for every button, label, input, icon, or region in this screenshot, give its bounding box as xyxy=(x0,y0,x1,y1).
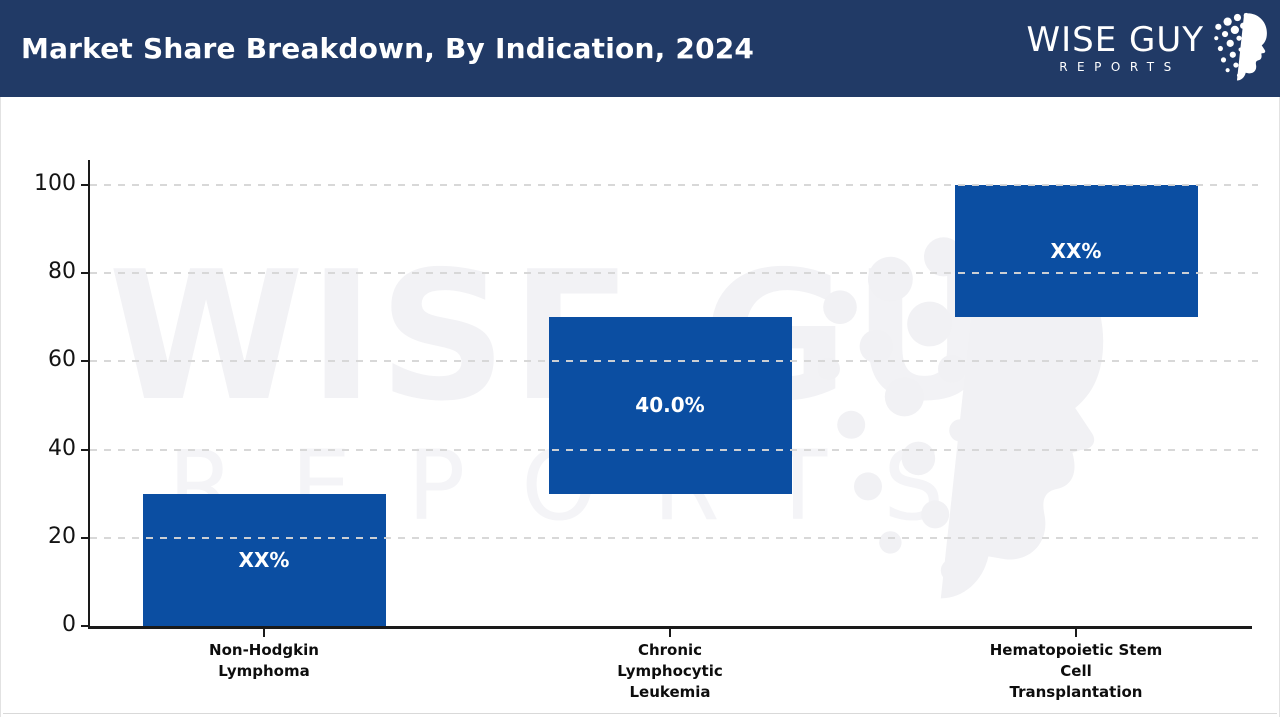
x-category-label-line: Cell xyxy=(1060,662,1092,680)
page-title: Market Share Breakdown, By Indication, 2… xyxy=(21,32,755,65)
y-tick-mark xyxy=(81,536,88,539)
x-category-label-line: Chronic xyxy=(637,641,703,659)
bar-value-label: 40.0% xyxy=(635,393,705,418)
x-category-label-line: Non-Hodgkin xyxy=(209,641,319,659)
gridline-y80 xyxy=(90,272,1258,275)
x-category-label-line: Leukemia xyxy=(629,683,711,701)
bar-value-label: XX% xyxy=(1050,239,1102,264)
bar-2: 40.0% xyxy=(548,317,792,494)
gridline-y100 xyxy=(90,184,1258,186)
brand-logo: WISE GUY REPORTS xyxy=(1026,6,1270,90)
x-tick-mark xyxy=(263,629,265,637)
y-tick-label: 0 xyxy=(62,612,76,637)
header-band: Market Share Breakdown, By Indication, 2… xyxy=(0,0,1280,97)
x-axis-line xyxy=(88,626,1252,629)
brand-name: WISE GUY xyxy=(1026,20,1204,60)
y-tick-label: 40 xyxy=(48,435,76,461)
x-category-label-line: Transplantation xyxy=(1009,683,1143,701)
bar-1: XX% xyxy=(142,493,386,626)
brand-subname: REPORTS xyxy=(1059,60,1181,74)
frame-border-left xyxy=(0,97,1,717)
y-tick-mark xyxy=(81,625,88,627)
bar-3: XX% xyxy=(954,185,1198,318)
x-category-label: Chronic Lymphocytic Leukemia xyxy=(520,640,820,703)
x-category-label: Hematopoietic Stem Cell Transplantation xyxy=(926,640,1226,703)
bar-value-label: XX% xyxy=(238,547,290,572)
y-tick-label: 60 xyxy=(48,347,76,373)
gridline-y60 xyxy=(90,360,1258,363)
y-tick-label: 80 xyxy=(48,259,76,285)
y-tick-mark xyxy=(81,360,88,363)
x-category-label-line: Lymphoma xyxy=(218,662,310,680)
x-tick-mark xyxy=(669,629,671,637)
gridline-y20 xyxy=(90,536,1258,539)
y-tick-mark xyxy=(81,184,88,186)
y-tick-mark xyxy=(81,448,88,451)
x-tick-mark xyxy=(1075,629,1077,637)
y-tick-label: 100 xyxy=(34,171,76,196)
y-tick-mark xyxy=(81,272,88,275)
brand-logo-text: WISE GUY REPORTS xyxy=(1026,22,1204,74)
x-category-label-line: Hematopoietic Stem xyxy=(989,641,1163,659)
x-category-label: Non-Hodgkin Lymphoma xyxy=(114,640,414,682)
y-axis-line xyxy=(88,160,90,628)
dotted-face-icon xyxy=(1214,12,1267,81)
x-category-label-line: Lymphocytic xyxy=(617,662,723,680)
frame-border-bottom xyxy=(3,713,1277,714)
gridline-y40 xyxy=(90,448,1258,451)
y-tick-label: 20 xyxy=(48,523,76,549)
